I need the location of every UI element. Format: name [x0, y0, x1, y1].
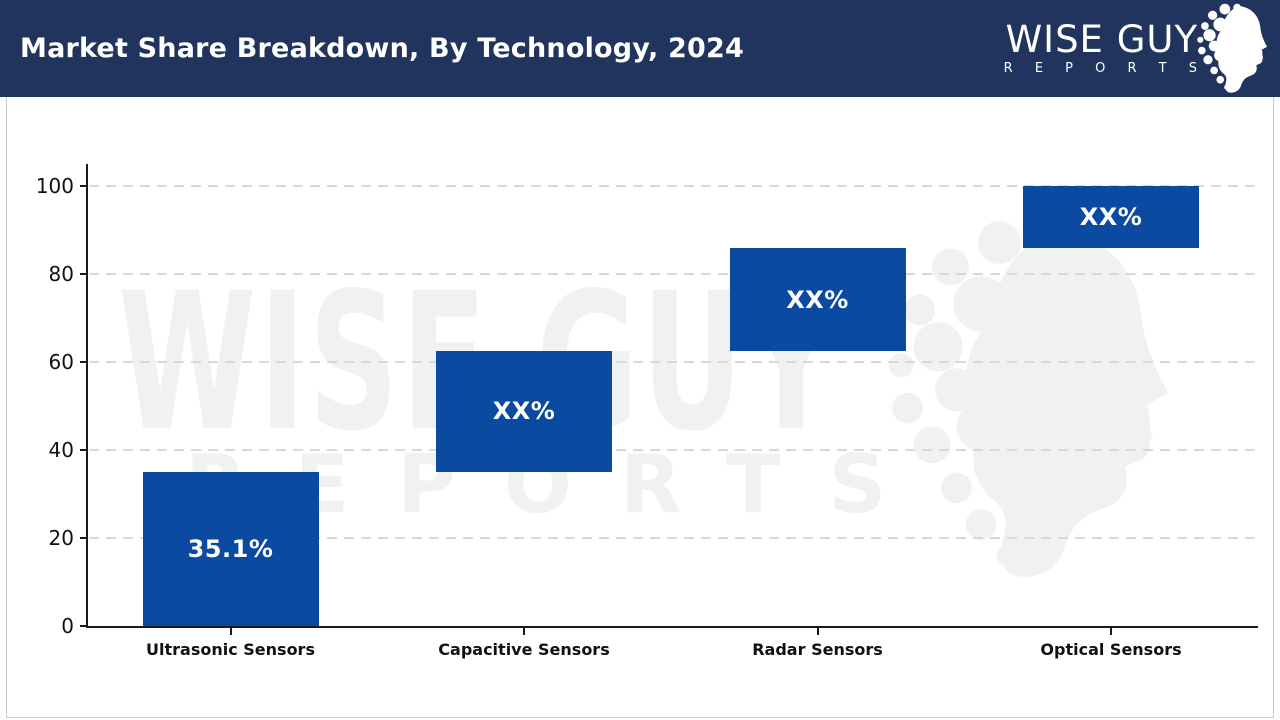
y-tick-60 [80, 361, 87, 363]
bar-optical-sensors: XX% [1023, 186, 1199, 249]
header: Market Share Breakdown, By Technology, 2… [0, 0, 1280, 97]
y-tick-100 [80, 185, 87, 187]
x-tick-3 [816, 628, 819, 635]
logo-face-icon [1197, 3, 1268, 93]
y-tick-label-80: 80 [48, 262, 74, 286]
bar-label: XX% [786, 285, 849, 314]
bar-radar-sensors: XX% [729, 248, 906, 352]
bar-label: XX% [492, 397, 556, 426]
y-tick-0 [80, 625, 87, 627]
x-tick-label-3: Radar Sensors [752, 640, 883, 659]
logo-wordmark: WISE GUY [1005, 17, 1199, 61]
gridline-80 [89, 273, 1258, 275]
y-tick-label-100: 100 [35, 174, 74, 198]
y-tick-label-60: 60 [48, 350, 74, 374]
bar-ultrasonic-sensors: 35.1% [142, 471, 319, 626]
gridline-100 [89, 185, 1258, 187]
bar-label: 35.1% [187, 534, 274, 563]
y-tick-80 [80, 273, 87, 275]
y-tick-40 [80, 449, 87, 451]
logo-subtitle: R E P O R T S [1003, 60, 1206, 76]
x-axis-line [86, 626, 1258, 628]
page-title: Market Share Breakdown, By Technology, 2… [20, 33, 745, 64]
gridline-40 [89, 449, 1258, 451]
y-tick-label-40: 40 [48, 438, 74, 462]
gridline-20 [89, 537, 1258, 539]
x-tick-label-2: Capacitive Sensors [438, 640, 610, 659]
x-tick-2 [523, 628, 525, 635]
x-tick-label-4: Optical Sensors [1040, 640, 1182, 659]
y-axis-line [86, 164, 88, 628]
y-tick-20 [80, 537, 87, 539]
logo-text: WISE GUY R E P O R T S [998, 17, 1206, 77]
x-tick-4 [1110, 628, 1112, 635]
x-tick-label-1: Ultrasonic Sensors [146, 640, 315, 659]
bar-label: XX% [1079, 203, 1143, 232]
x-tick-1 [229, 628, 232, 635]
y-tick-label-20: 20 [48, 526, 74, 550]
bar-capacitive-sensors: XX% [436, 351, 612, 472]
wise-guy-logo: WISE GUY R E P O R T S [998, 3, 1280, 95]
chart-border [6, 97, 1274, 718]
gridline-60 [89, 361, 1258, 363]
y-tick-label-0: 0 [61, 614, 74, 638]
